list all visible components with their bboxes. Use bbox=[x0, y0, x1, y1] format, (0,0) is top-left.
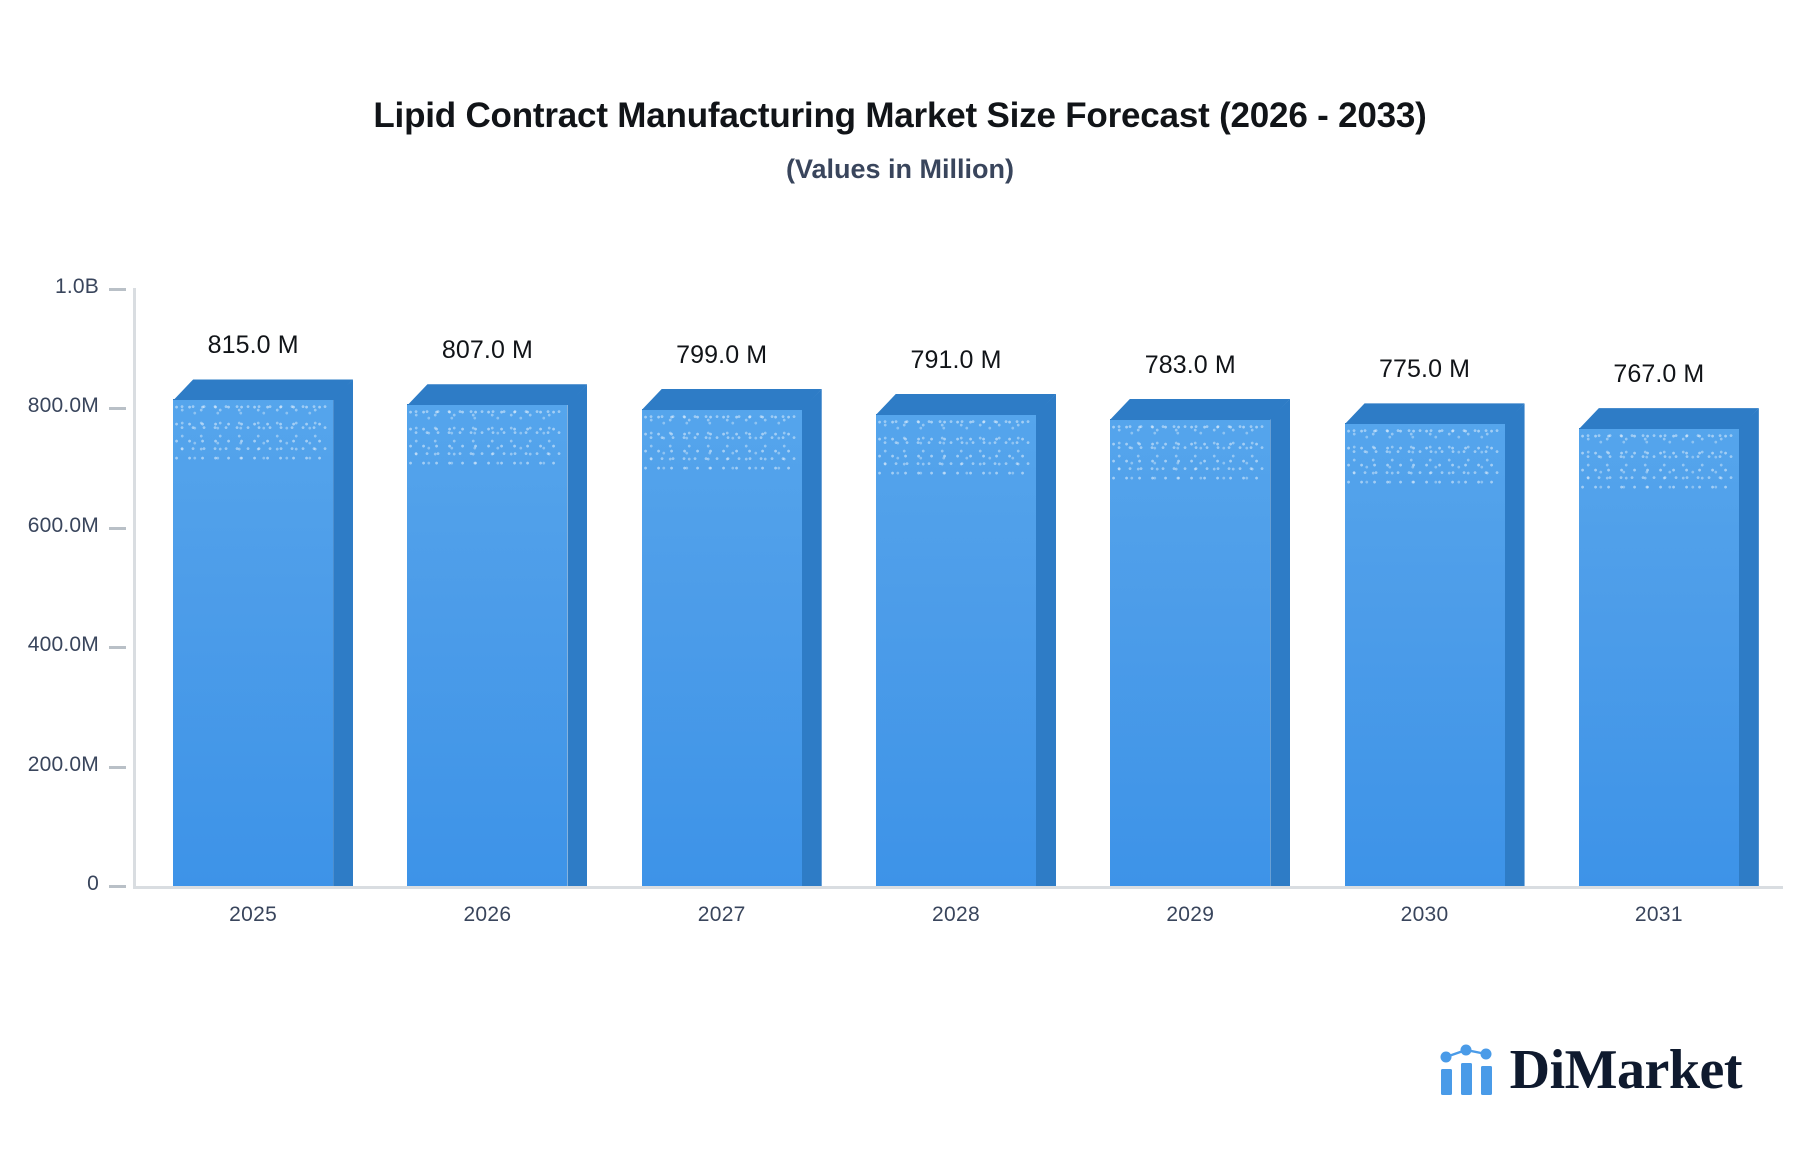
y-tick-label: 0 bbox=[87, 872, 99, 895]
page-title: Lipid Contract Manufacturing Market Size… bbox=[373, 96, 1427, 135]
y-tick-mark bbox=[109, 288, 126, 291]
title-block: Lipid Contract Manufacturing Market Size… bbox=[0, 96, 1800, 185]
y-tick-label: 800.0M bbox=[27, 394, 99, 418]
x-tick-label: 2030 bbox=[1400, 903, 1449, 926]
y-tick-label: 200.0M bbox=[27, 752, 99, 776]
bar-top-face bbox=[1110, 398, 1291, 420]
bar-value-label: 791.0 M bbox=[910, 345, 1002, 374]
y-tick-label: 400.0M bbox=[27, 633, 99, 657]
bar-top-face bbox=[876, 393, 1056, 415]
x-tick-label: 2025 bbox=[229, 903, 278, 926]
y-tick-mark bbox=[109, 646, 126, 650]
bar-side-face bbox=[801, 388, 822, 886]
y-tick-label: 600.0M bbox=[27, 513, 99, 537]
bar-side-face bbox=[1504, 403, 1525, 886]
x-tick-label: 2026 bbox=[463, 903, 512, 926]
bar-chart-icon bbox=[1440, 1044, 1492, 1095]
bar-side-face bbox=[1036, 393, 1056, 886]
bar-value-label: 815.0 M bbox=[207, 331, 299, 360]
bar-front-face[interactable] bbox=[173, 399, 334, 886]
x-tick-label: 2027 bbox=[697, 903, 746, 926]
y-tick-mark bbox=[109, 885, 126, 888]
y-tick-mark bbox=[109, 407, 126, 411]
bar-value-label: 775.0 M bbox=[1379, 355, 1471, 384]
bar-value-label: 783.0 M bbox=[1144, 350, 1236, 379]
brand-logo: DiMarket bbox=[1438, 1039, 1743, 1101]
bar-top-face bbox=[641, 388, 822, 410]
y-tick-mark bbox=[109, 765, 126, 769]
x-tick-label: 2031 bbox=[1634, 903, 1683, 926]
y-axis-line bbox=[133, 288, 136, 888]
bar-front-face[interactable] bbox=[1344, 423, 1505, 886]
bar-top-face bbox=[407, 384, 588, 406]
chart-subtitle: (Values in Million) bbox=[785, 154, 1015, 185]
bar-front-face[interactable] bbox=[1578, 428, 1739, 886]
bar-top-face bbox=[173, 379, 354, 401]
bar-front-face[interactable] bbox=[1110, 418, 1271, 886]
bar-side-face bbox=[567, 384, 588, 886]
bar-side-face bbox=[333, 379, 354, 886]
x-axis-line bbox=[133, 886, 1783, 889]
bar-value-label: 799.0 M bbox=[676, 340, 768, 369]
bar-side-face bbox=[1270, 398, 1291, 886]
bar-top-face bbox=[1344, 403, 1525, 425]
y-tick-label: 1.0B bbox=[55, 275, 99, 298]
x-tick-label: 2028 bbox=[932, 903, 980, 926]
bar-side-face bbox=[1738, 408, 1759, 886]
bar-top-face bbox=[1578, 408, 1759, 430]
logo-text: DiMarket bbox=[1509, 1039, 1743, 1101]
bar-front-face[interactable] bbox=[641, 408, 802, 886]
bar-front-face[interactable] bbox=[876, 413, 1036, 886]
bar-value-label: 767.0 M bbox=[1613, 360, 1705, 389]
y-tick-mark bbox=[109, 526, 126, 530]
bar-value-label: 807.0 M bbox=[441, 336, 533, 365]
bar-front-face[interactable] bbox=[407, 404, 568, 886]
x-tick-label: 2029 bbox=[1166, 903, 1215, 926]
